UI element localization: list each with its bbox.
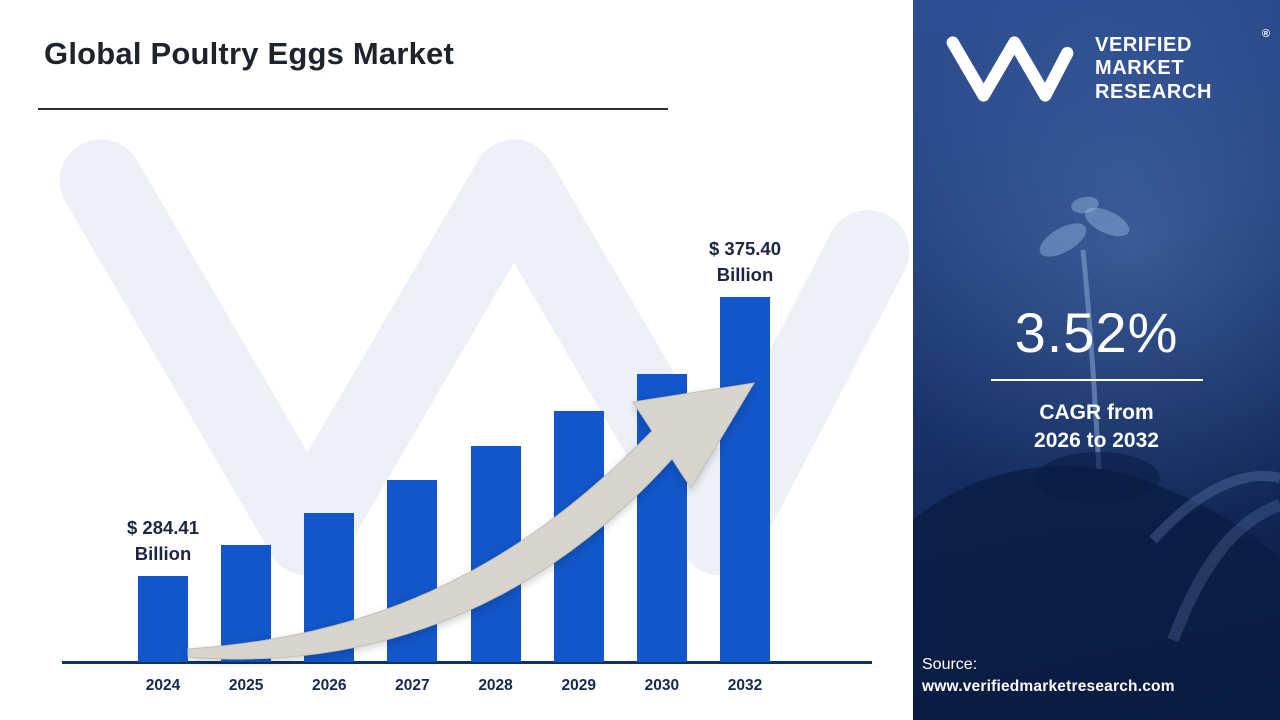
source-url: www.verifiedmarketresearch.com (922, 678, 1175, 695)
cagr-divider (990, 379, 1203, 381)
x-tick-label: 2027 (395, 677, 430, 694)
source-block: Source: www.verifiedmarketresearch.com (922, 656, 1272, 696)
bar-column: $ 375.40 Billion 2032 (709, 236, 781, 694)
title-underline (38, 108, 668, 110)
bar-2026 (304, 513, 355, 662)
x-tick-label: 2026 (312, 677, 347, 694)
cagr-value: 3.52% (1014, 301, 1179, 364)
x-axis-line (62, 661, 872, 664)
bar-column: $ 284.41 Billion 2024 (127, 515, 199, 694)
bar-2032 (719, 297, 770, 662)
vmr-logo-icon (946, 36, 1074, 102)
registered-trademark: ® (1261, 28, 1270, 40)
bar-column: 2029 (553, 411, 604, 694)
logo-line-1: VERIFIED (1095, 33, 1193, 56)
bar-column: 2026 (304, 513, 355, 694)
plant-hand-illustration (913, 196, 1280, 720)
bar-2024 (138, 576, 188, 662)
bar-2028 (470, 446, 521, 662)
brand-panel: VERIFIED MARKET RESEARCH ® 3.52% CAGR fr… (913, 0, 1280, 720)
bar-chart: $ 284.41 Billion 2024 2025 2026 2027 2028 2029 2… (59, 125, 910, 700)
bar-value-label: $ 284.41 Billion (127, 517, 200, 565)
chart-section: Global Poultry Eggs Market $ 284.41 Billi… (38, 36, 910, 700)
bar-value-label: $ 375.40 Billion (708, 238, 781, 286)
x-tick-label: 2032 (727, 677, 763, 694)
bar-2025 (221, 545, 272, 662)
cagr-block: 3.52% CAGR from 2026 to 2032 (913, 300, 1280, 454)
source-label: Source: (922, 656, 978, 673)
bar-2027 (387, 480, 438, 662)
bar-2029 (553, 411, 604, 662)
bar-2030 (636, 374, 687, 662)
cagr-caption-line-1: CAGR from (1039, 401, 1154, 424)
x-tick-label: 2025 (228, 677, 264, 694)
bar-column: 2030 (636, 374, 687, 694)
x-tick-label: 2029 (561, 677, 596, 694)
logo-line-3: RESEARCH (1095, 80, 1213, 103)
vmr-logo-text: VERIFIED MARKET RESEARCH (1095, 34, 1212, 105)
x-tick-label: 2024 (145, 677, 181, 694)
cagr-caption-line-2: 2026 to 2032 (1034, 428, 1159, 452)
logo-line-2: MARKET (1095, 57, 1185, 80)
bar-column: 2028 (470, 446, 521, 694)
bar-column: 2027 (387, 480, 438, 694)
page-title: Global Poultry Eggs Market (44, 36, 455, 71)
x-tick-label: 2030 (644, 677, 680, 694)
vmr-logo: VERIFIED MARKET RESEARCH ® (941, 28, 1272, 106)
x-tick-label: 2028 (478, 677, 513, 694)
bar-column: 2025 (221, 545, 272, 694)
cagr-caption: CAGR from 2026 to 2032 (913, 399, 1280, 454)
bars: $ 284.41 Billion 2024 2025 2026 2027 2028 2029 2… (127, 236, 781, 694)
